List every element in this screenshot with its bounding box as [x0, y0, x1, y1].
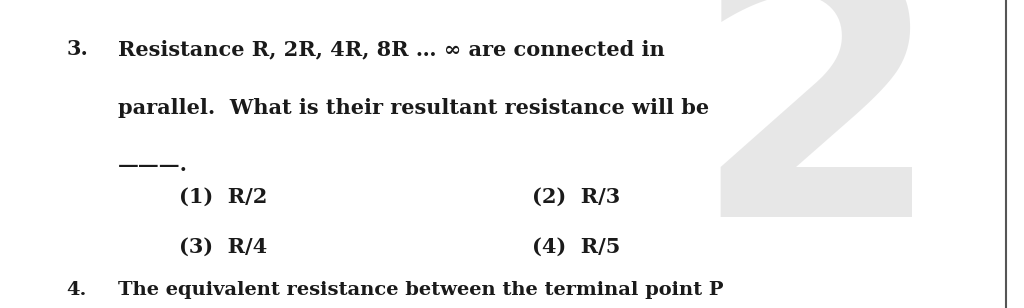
Text: (1)  R/2: (1) R/2 [179, 187, 267, 207]
Text: Resistance R, 2R, 4R, 8R … ∞ are connected in: Resistance R, 2R, 4R, 8R … ∞ are connect… [118, 39, 665, 59]
Text: 3.: 3. [67, 39, 88, 59]
Text: (4)  R/5: (4) R/5 [532, 237, 621, 256]
Text: parallel.  What is their resultant resistance will be: parallel. What is their resultant resist… [118, 98, 709, 118]
Text: (2)  R/3: (2) R/3 [532, 187, 621, 207]
Text: ———.: ———. [118, 155, 187, 175]
Text: The equivalent resistance between the terminal point P: The equivalent resistance between the te… [118, 281, 723, 298]
Text: 2: 2 [691, 0, 942, 292]
Text: (3)  R/4: (3) R/4 [179, 237, 267, 256]
Text: 4.: 4. [67, 281, 87, 298]
